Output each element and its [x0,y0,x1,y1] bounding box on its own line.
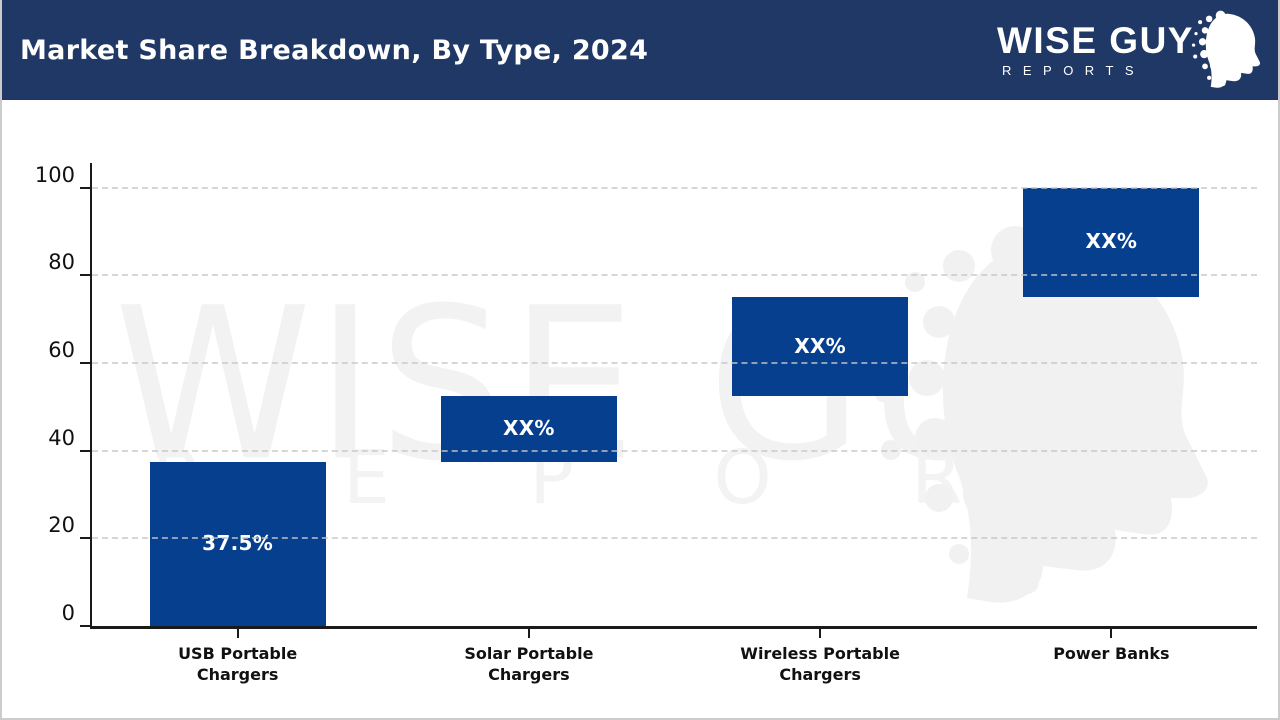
bar-segment: XX% [440,395,617,462]
x-axis-tick [819,629,822,638]
gridline [92,537,1257,540]
x-axis-tick [236,629,239,638]
y-axis-tick-label: 0 [61,601,75,625]
x-axis-category-label: Solar Portable Chargers [464,644,594,684]
bar-value-label: 37.5% [202,530,274,555]
chart-title: Market Share Breakdown, By Type, 2024 [20,34,649,66]
y-axis-tick-label: 20 [48,513,75,538]
gridline [92,274,1257,277]
y-axis-tick-label: 60 [48,337,75,362]
logo-text: WISE GUY REPORTS [996,20,1194,79]
bar-segment: XX% [732,297,909,396]
bar-value-label: XX% [502,415,555,440]
x-axis-tick [1110,629,1113,638]
bar-value-label: XX% [794,333,847,358]
wise-guy-reports-logo: WISE GUY REPORTS [997,9,1264,91]
header-bar: Market Share Breakdown, By Type, 2024 WI… [2,0,1278,100]
bar-value-label: XX% [1085,229,1138,254]
y-axis-tick [80,361,90,364]
y-axis-tick [80,274,90,277]
x-axis-tick [527,629,530,638]
bar-segment: XX% [1023,187,1200,298]
y-axis-tick-label: 80 [48,250,75,275]
logo-subtext: REPORTS [1001,63,1146,78]
y-axis-tick [80,186,90,189]
gridline [92,449,1257,452]
gridline [92,186,1257,189]
plot-area: WISE GUY R E P O R T S 0 20 40 60 80 100 37.5%… [35,163,1278,684]
y-axis-tick [80,625,90,627]
y-axis-tick-label: 40 [48,425,75,450]
x-axis-category-label: USB Portable Chargers [178,644,298,684]
logo-wordmark: WISE GUY [996,20,1194,61]
x-axis-category-label: Power Banks [1053,644,1170,663]
watermark-wordmark: WISE GUY [114,263,1144,508]
bar-segment: 37.5% [149,461,326,626]
y-axis-tick [80,537,90,540]
y-axis-tick [80,449,90,452]
logo-face-icon [1191,10,1261,88]
y-axis-tick-label: 100 [34,162,75,187]
gridline [92,361,1257,364]
x-axis-category-label: Wireless Portable Chargers [740,644,900,684]
